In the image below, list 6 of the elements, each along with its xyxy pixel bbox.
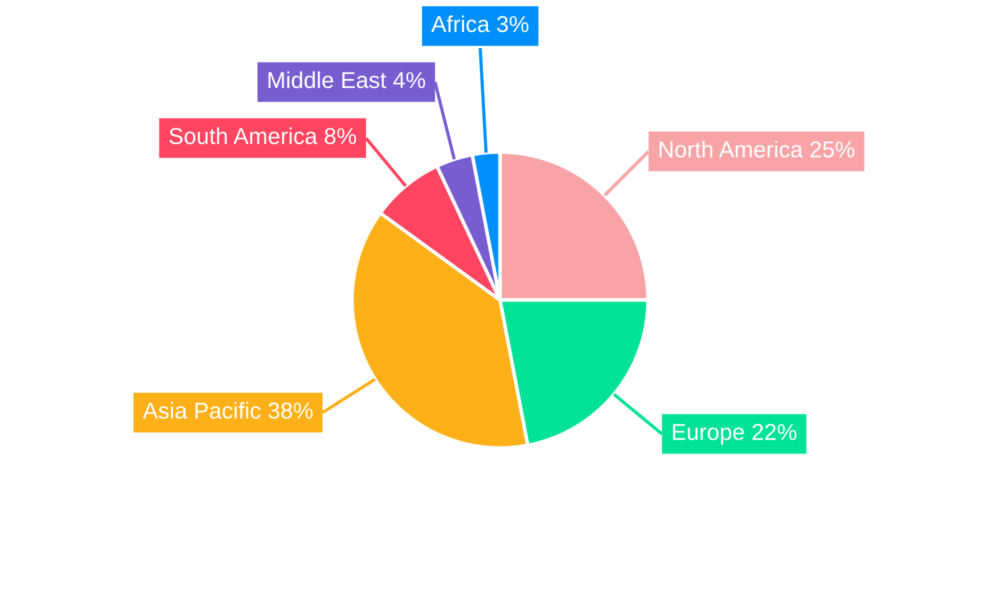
slice-label: Europe 22% — [672, 424, 796, 445]
slice-label: Asia Pacific 38% — [142, 402, 313, 419]
slice-label: South America 8% — [169, 127, 356, 144]
slice-label: North America 25% — [660, 140, 854, 158]
slice-label: Africa 3% — [431, 15, 528, 32]
slice-label: Middle East 4% — [268, 71, 426, 88]
